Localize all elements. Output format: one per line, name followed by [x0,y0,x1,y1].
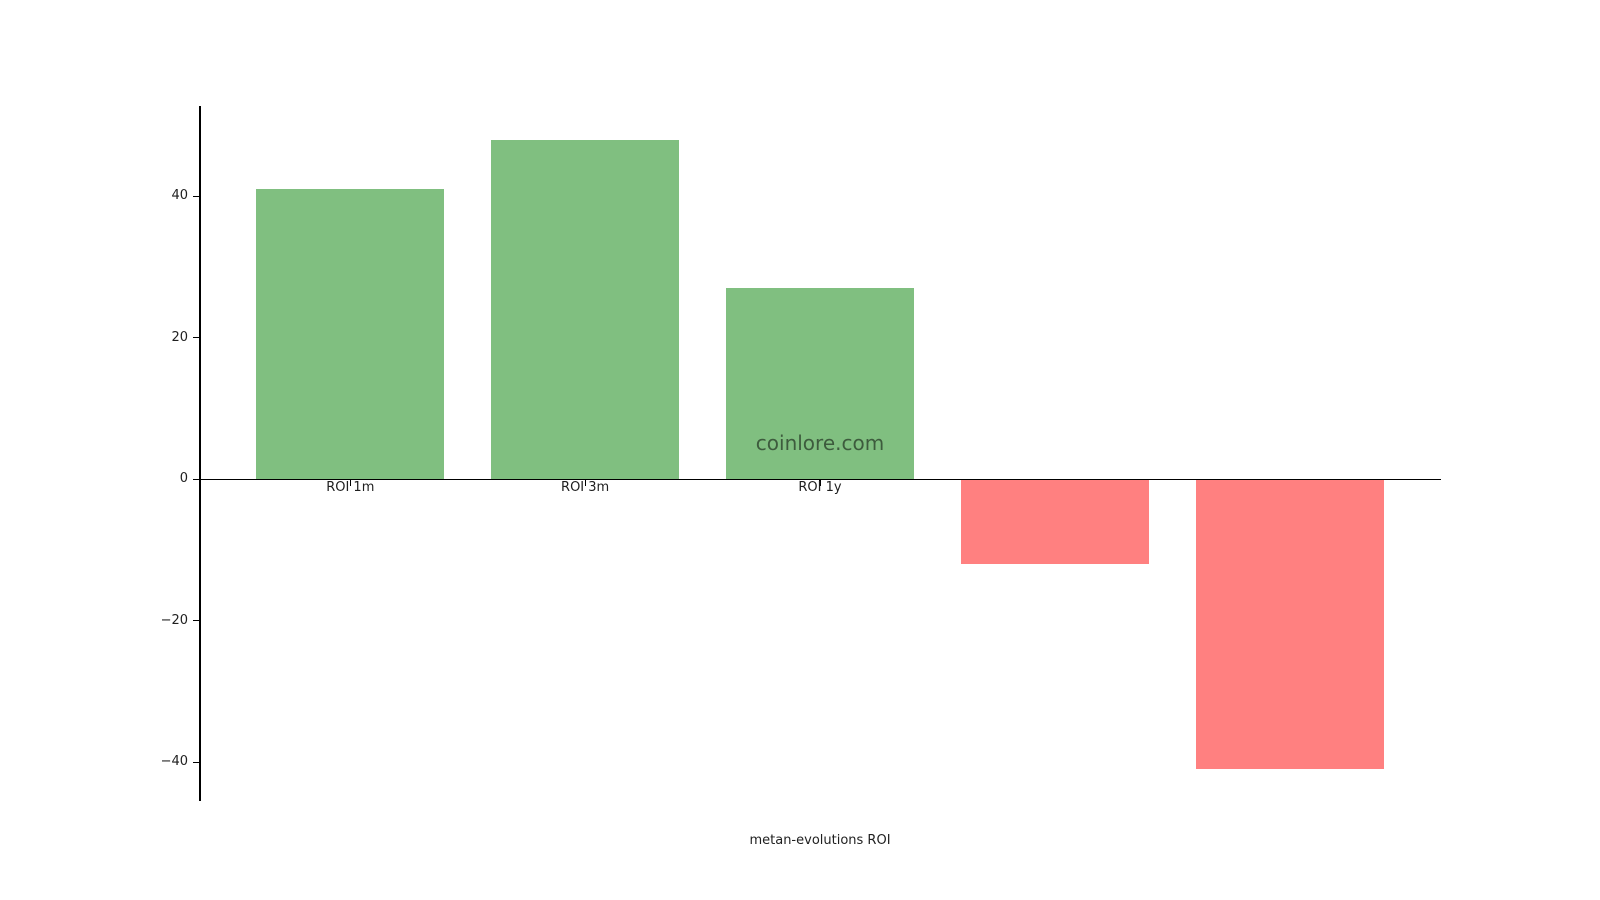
x-tick-mark [584,479,586,486]
x-tick-mark [819,479,821,486]
y-axis-line [199,106,201,801]
watermark-text: coinlore.com [755,431,885,455]
bar-negative [1195,479,1384,770]
bar-positive [256,189,445,480]
y-tick-mark [193,195,200,197]
y-tick-label: 20 [171,329,188,345]
y-tick-label: 0 [179,471,188,487]
y-tick-mark [193,620,200,622]
x-axis-line [200,478,1441,480]
y-tick-mark [193,337,200,339]
y-tick-mark [193,478,200,480]
bar-positive [491,139,680,480]
bar-negative [960,479,1149,565]
bar-positive [726,288,914,480]
y-tick-label: 40 [171,188,188,204]
y-tick-label: −40 [160,754,188,770]
x-tick-label: ROI 1y [798,480,842,495]
x-tick-label: ROI 1m [326,480,375,495]
y-tick-mark [193,761,200,763]
x-tick-label: ROI 3m [561,480,610,495]
y-tick-label: −20 [160,612,188,628]
chart-title: metan-evolutions ROI [749,833,891,848]
x-tick-mark [349,479,351,486]
